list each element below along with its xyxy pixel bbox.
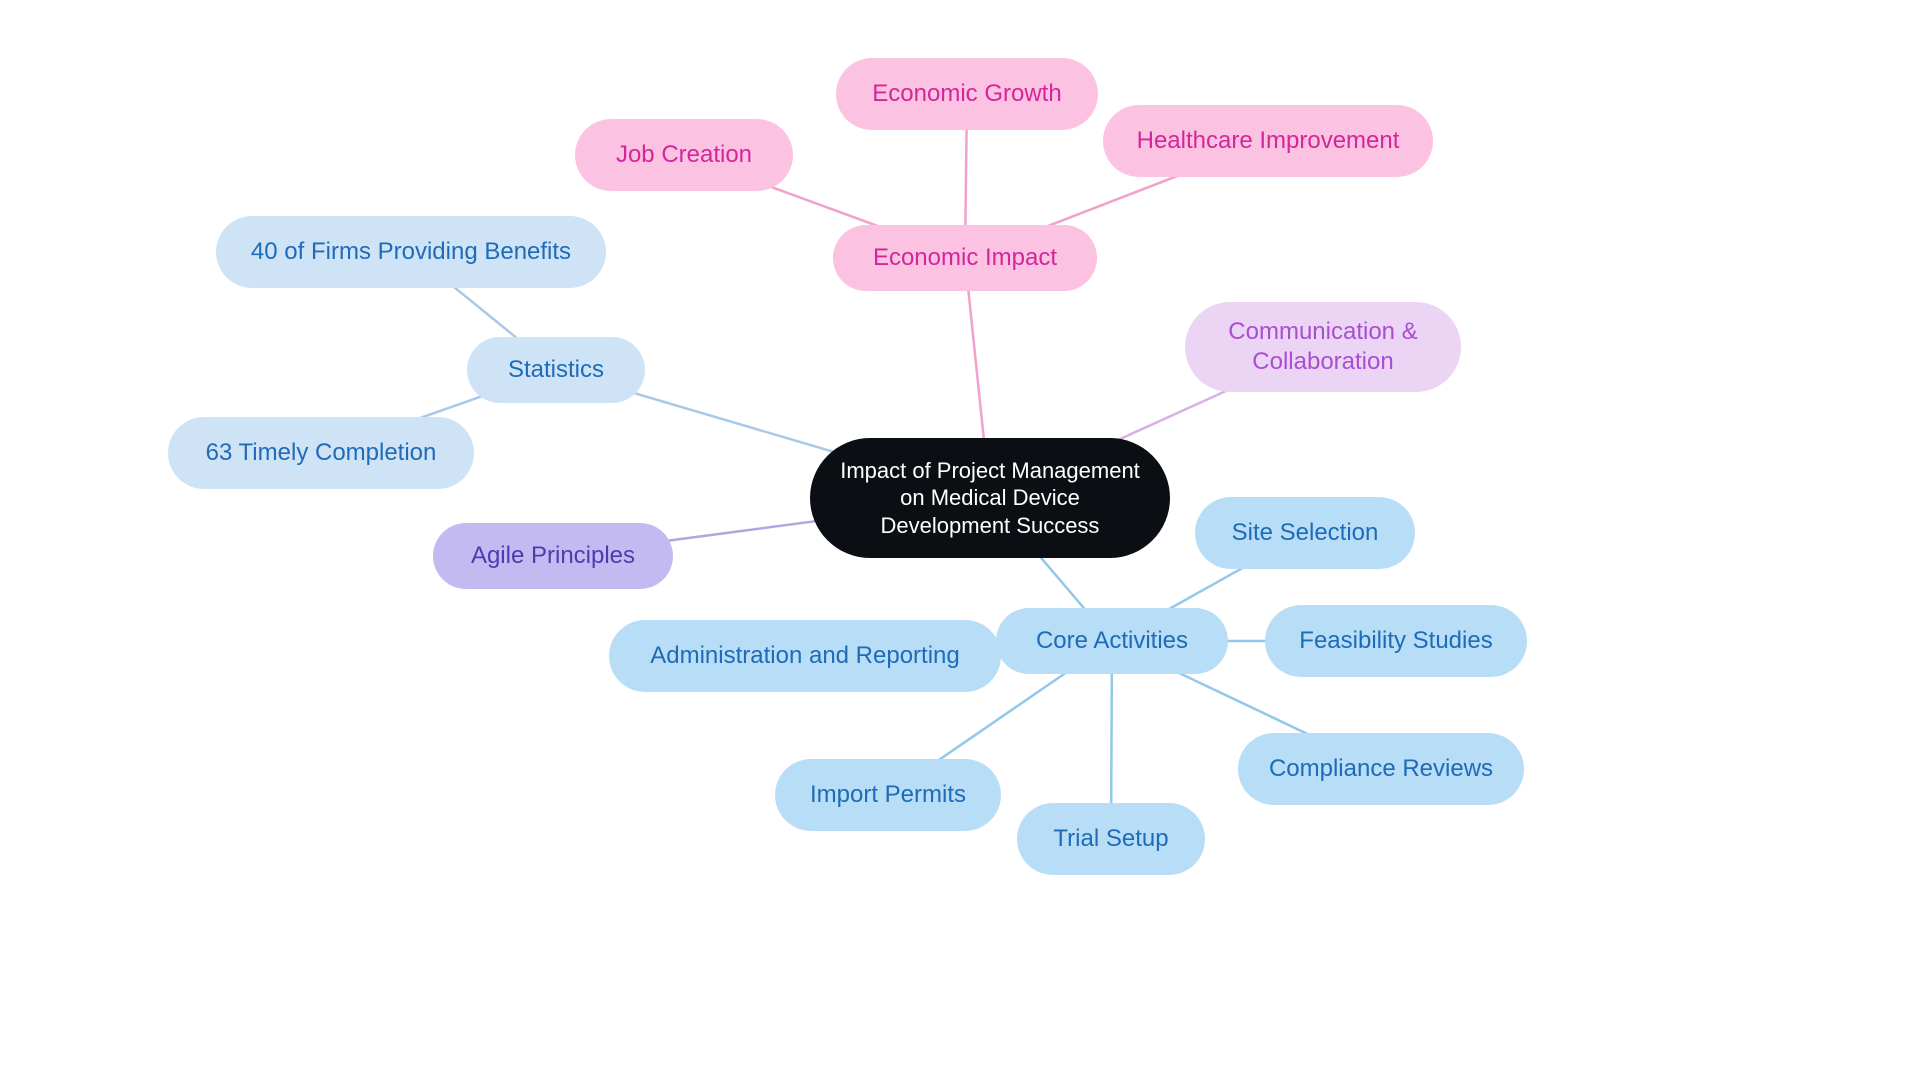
node-feasibility: Feasibility Studies bbox=[1265, 605, 1527, 677]
node-agile: Agile Principles bbox=[433, 523, 673, 589]
node-label: Job Creation bbox=[616, 140, 752, 170]
node-trial: Trial Setup bbox=[1017, 803, 1205, 875]
node-stat40: 40 of Firms Providing Benefits bbox=[216, 216, 606, 288]
node-growth: Economic Growth bbox=[836, 58, 1098, 130]
edge bbox=[1172, 669, 1315, 737]
node-economic: Economic Impact bbox=[833, 225, 1097, 291]
edge bbox=[1039, 556, 1084, 609]
edge bbox=[1165, 564, 1250, 612]
node-label: Administration and Reporting bbox=[650, 641, 960, 671]
edge bbox=[1037, 172, 1187, 230]
node-label: Healthcare Improvement bbox=[1137, 126, 1400, 156]
node-compliance: Compliance Reviews bbox=[1238, 733, 1524, 805]
node-jobcreation: Job Creation bbox=[575, 119, 793, 191]
node-label: Trial Setup bbox=[1053, 824, 1168, 854]
node-label: Communication & Collaboration bbox=[1228, 317, 1417, 377]
node-label: Impact of Project Management on Medical … bbox=[840, 457, 1140, 540]
node-label: Import Permits bbox=[810, 780, 966, 810]
node-site: Site Selection bbox=[1195, 497, 1415, 569]
edge bbox=[757, 182, 891, 231]
node-admin: Administration and Reporting bbox=[609, 620, 1001, 692]
edge bbox=[626, 391, 856, 459]
node-label: Site Selection bbox=[1232, 518, 1379, 548]
node-statistics: Statistics bbox=[467, 337, 645, 403]
edge bbox=[1111, 674, 1112, 803]
node-center: Impact of Project Management on Medical … bbox=[810, 438, 1170, 558]
edge bbox=[965, 130, 966, 225]
node-label: Economic Growth bbox=[872, 79, 1061, 109]
node-import: Import Permits bbox=[775, 759, 1001, 831]
node-label: 40 of Firms Providing Benefits bbox=[251, 237, 571, 267]
node-label: Feasibility Studies bbox=[1299, 626, 1492, 656]
edge bbox=[661, 520, 823, 541]
node-label: Compliance Reviews bbox=[1269, 754, 1493, 784]
node-label: Economic Impact bbox=[873, 243, 1057, 273]
node-healthcare: Healthcare Improvement bbox=[1103, 105, 1433, 177]
node-label: Agile Principles bbox=[471, 541, 635, 571]
edge bbox=[968, 291, 983, 438]
node-comm: Communication & Collaboration bbox=[1185, 302, 1461, 392]
node-label: Core Activities bbox=[1036, 626, 1188, 656]
node-stat63: 63 Timely Completion bbox=[168, 417, 474, 489]
node-label: 63 Timely Completion bbox=[206, 438, 437, 468]
node-core: Core Activities bbox=[996, 608, 1228, 674]
edge bbox=[454, 287, 519, 340]
node-label: Statistics bbox=[508, 355, 604, 385]
